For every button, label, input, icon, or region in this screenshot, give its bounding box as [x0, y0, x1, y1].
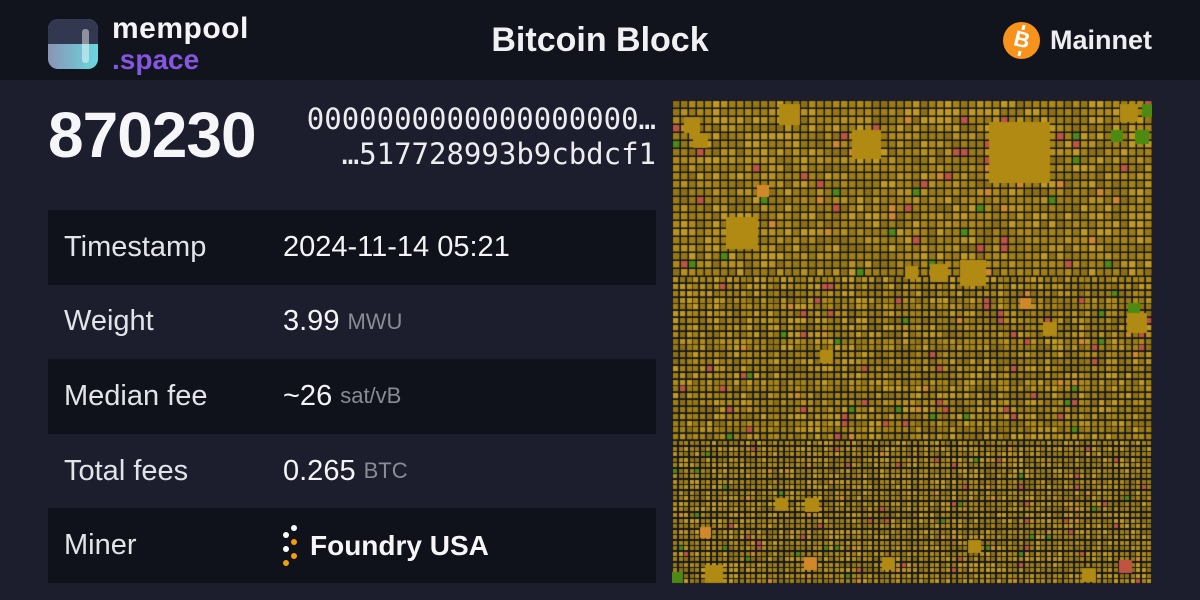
page-title: Bitcoin Block	[491, 20, 709, 59]
network-label: Mainnet	[1049, 25, 1152, 55]
miner-name: Foundry USA	[310, 529, 489, 561]
header-bar: mempool .space Bitcoin Block B Mainnet	[0, 0, 1200, 80]
mempool-logo-text: mempool .space	[112, 14, 249, 74]
logo-word: mempool	[112, 12, 249, 45]
row-label: Median fee	[64, 379, 208, 412]
row-label: Weight	[64, 305, 154, 338]
median-fee-value: ~26	[283, 379, 333, 412]
logo-tld: .space	[112, 44, 200, 75]
table-row-median-fee: Median fee ~26 sat/vB	[48, 359, 656, 434]
foundry-usa-icon	[283, 525, 298, 567]
block-height: 870230	[48, 99, 257, 171]
block-hash-line-2: …517728993b9cbdcf1	[341, 137, 656, 171]
total-fees-value: 0.265	[283, 454, 356, 487]
row-label: Miner	[64, 529, 137, 562]
table-row-total-fees: Total fees 0.265 BTC	[48, 434, 656, 509]
weight-value: 3.99	[283, 305, 340, 338]
bitcoin-icon: B	[1002, 22, 1040, 59]
table-row-weight: Weight 3.99 MWU	[48, 285, 656, 360]
timestamp-value: 2024-11-14 05:21	[283, 230, 510, 263]
weight-unit: MWU	[347, 308, 403, 334]
table-row-miner: Miner Foundry USA	[48, 508, 656, 583]
mempool-logo[interactable]: mempool .space	[48, 14, 249, 74]
miner-link[interactable]: Foundry USA	[283, 525, 489, 567]
block-hash: 0000000000000000000… …517728993b9cbdcf1	[307, 102, 656, 172]
median-fee-unit: sat/vB	[340, 383, 402, 409]
block-visualization[interactable]	[672, 100, 1152, 584]
mempool-logo-icon	[48, 19, 98, 69]
row-label: Total fees	[64, 454, 189, 487]
total-fees-unit: BTC	[363, 458, 408, 484]
network-selector[interactable]: B Mainnet	[1002, 22, 1152, 59]
table-row-timestamp: Timestamp 2024-11-14 05:21	[48, 210, 656, 285]
block-details-table: Timestamp 2024-11-14 05:21 Weight 3.99 M…	[48, 210, 656, 583]
row-label: Timestamp	[64, 230, 207, 263]
block-hash-line-1: 0000000000000000000…	[306, 102, 656, 136]
